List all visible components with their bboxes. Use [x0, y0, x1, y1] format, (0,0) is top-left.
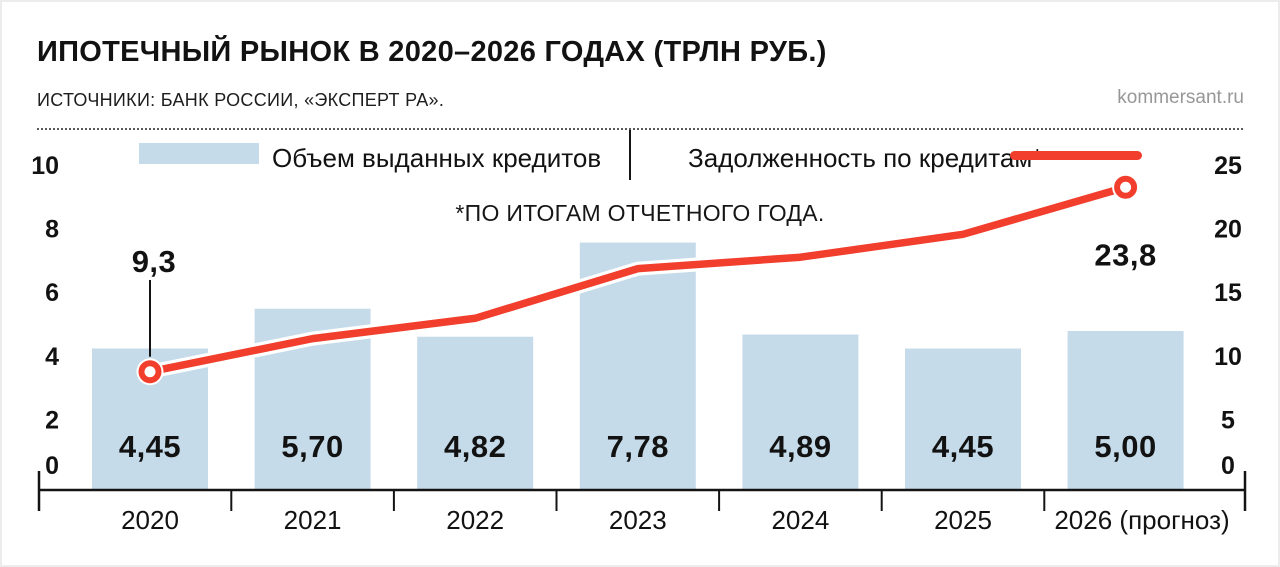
- left-axis-tick-label: 2: [45, 406, 59, 434]
- legend-bars-label: Объем выданных кредитов: [272, 143, 602, 173]
- bar: [417, 336, 534, 490]
- line-last-value: 23,8: [1094, 237, 1156, 272]
- bar: [1067, 331, 1184, 490]
- year-label: 2020: [121, 505, 179, 535]
- legend-line-label: Задолженность по кредитам*: [688, 143, 1043, 173]
- footnote: *ПО ИТОГАМ ОТЧЕТНОГО ГОДА.: [455, 200, 825, 226]
- site-watermark: kommersant.ru: [1117, 87, 1244, 108]
- year-label: 2025: [934, 505, 992, 535]
- right-axis-tick-label: 5: [1221, 406, 1235, 434]
- line-marker: [138, 360, 162, 384]
- bar: [742, 334, 859, 490]
- left-axis-tick-label: 10: [31, 152, 59, 180]
- legend-bar-swatch: [139, 143, 259, 164]
- right-axis-tick-label: 25: [1214, 152, 1242, 180]
- year-label: 2024: [771, 505, 829, 535]
- year-label: 2023: [609, 505, 667, 535]
- year-label: 2022: [446, 505, 504, 535]
- line-first-value: 9,3: [132, 244, 177, 279]
- right-axis-tick-label: 0: [1221, 452, 1235, 480]
- left-axis-tick-label: 8: [45, 216, 59, 244]
- legend-line-swatch: [1010, 151, 1142, 160]
- year-label: 2026 (прогноз): [1054, 505, 1229, 535]
- debt-line: [146, 183, 1130, 376]
- year-label: 2021: [284, 505, 342, 535]
- dotted-divider: [37, 128, 1243, 130]
- right-axis-tick-label: 15: [1214, 279, 1242, 307]
- right-axis-tick-label: 20: [1214, 216, 1242, 244]
- bar-value-label: 4,89: [769, 429, 831, 464]
- sources-label: ИСТОЧНИКИ: БАНК РОССИИ, «ЭКСПЕРТ РА».: [37, 90, 445, 110]
- right-axis-tick-label: 10: [1214, 343, 1242, 371]
- bar-value-label: 7,78: [607, 429, 669, 464]
- bar-value-label: 4,45: [932, 429, 994, 464]
- page-title: ИПОТЕЧНЫЙ РЫНОК В 2020–2026 ГОДАХ (ТРЛН …: [37, 36, 827, 68]
- bar-value-label: 4,82: [444, 429, 506, 464]
- left-axis-tick-label: 6: [45, 279, 59, 307]
- bar-value-label: 5,70: [281, 429, 343, 464]
- left-axis-tick-label: 0: [45, 452, 59, 480]
- bar-value-label: 4,45: [119, 429, 181, 464]
- bar: [905, 348, 1021, 490]
- left-axis-tick-label: 4: [45, 343, 59, 371]
- bar-value-label: 5,00: [1094, 429, 1156, 464]
- line-marker: [1114, 175, 1138, 199]
- legend-divider: [629, 130, 631, 180]
